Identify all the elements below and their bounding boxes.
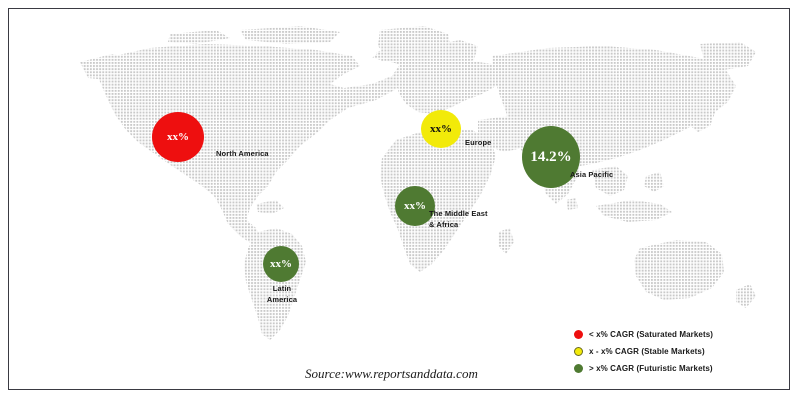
bubble-europe[interactable]: xx% <box>421 110 461 148</box>
yellow-circle-icon <box>574 347 583 356</box>
bubble-value-europe: xx% <box>430 122 452 135</box>
bubble-middle-east-africa[interactable]: xx% <box>395 186 435 226</box>
legend: < x% CAGR (Saturated Markets) x - x% CAG… <box>574 326 734 377</box>
bubble-latin-america[interactable]: xx% <box>263 246 299 282</box>
region-label-middle-east-africa: The Middle East & Africa <box>429 209 488 230</box>
bubble-value-north-america: xx% <box>167 130 189 143</box>
source-attribution: Source:www.reportsanddata.com <box>305 366 478 381</box>
legend-label-futuristic: > x% CAGR (Futuristic Markets) <box>589 364 713 373</box>
bubble-value-middle-east-africa: xx% <box>404 199 426 212</box>
green-circle-icon <box>574 364 583 373</box>
region-label-europe: Europe <box>465 138 492 147</box>
bubble-north-america[interactable]: xx% <box>152 112 204 162</box>
region-label-latin-america: Latin America <box>266 284 298 305</box>
legend-item-stable[interactable]: x - x% CAGR (Stable Markets) <box>574 343 734 360</box>
legend-label-stable: x - x% CAGR (Stable Markets) <box>589 347 705 356</box>
red-circle-icon <box>574 330 583 339</box>
legend-label-saturated: < x% CAGR (Saturated Markets) <box>589 330 714 339</box>
region-label-asia-pacific: Asia Pacific <box>570 170 614 179</box>
bubble-value-asia-pacific: 14.2% <box>530 148 572 165</box>
region-label-north-america: North America <box>216 149 269 158</box>
legend-item-saturated[interactable]: < x% CAGR (Saturated Markets) <box>574 326 734 343</box>
legend-item-futuristic[interactable]: > x% CAGR (Futuristic Markets) <box>574 360 734 377</box>
bubble-asia-pacific[interactable]: 14.2% <box>522 126 580 188</box>
bubble-value-latin-america: xx% <box>270 257 292 270</box>
